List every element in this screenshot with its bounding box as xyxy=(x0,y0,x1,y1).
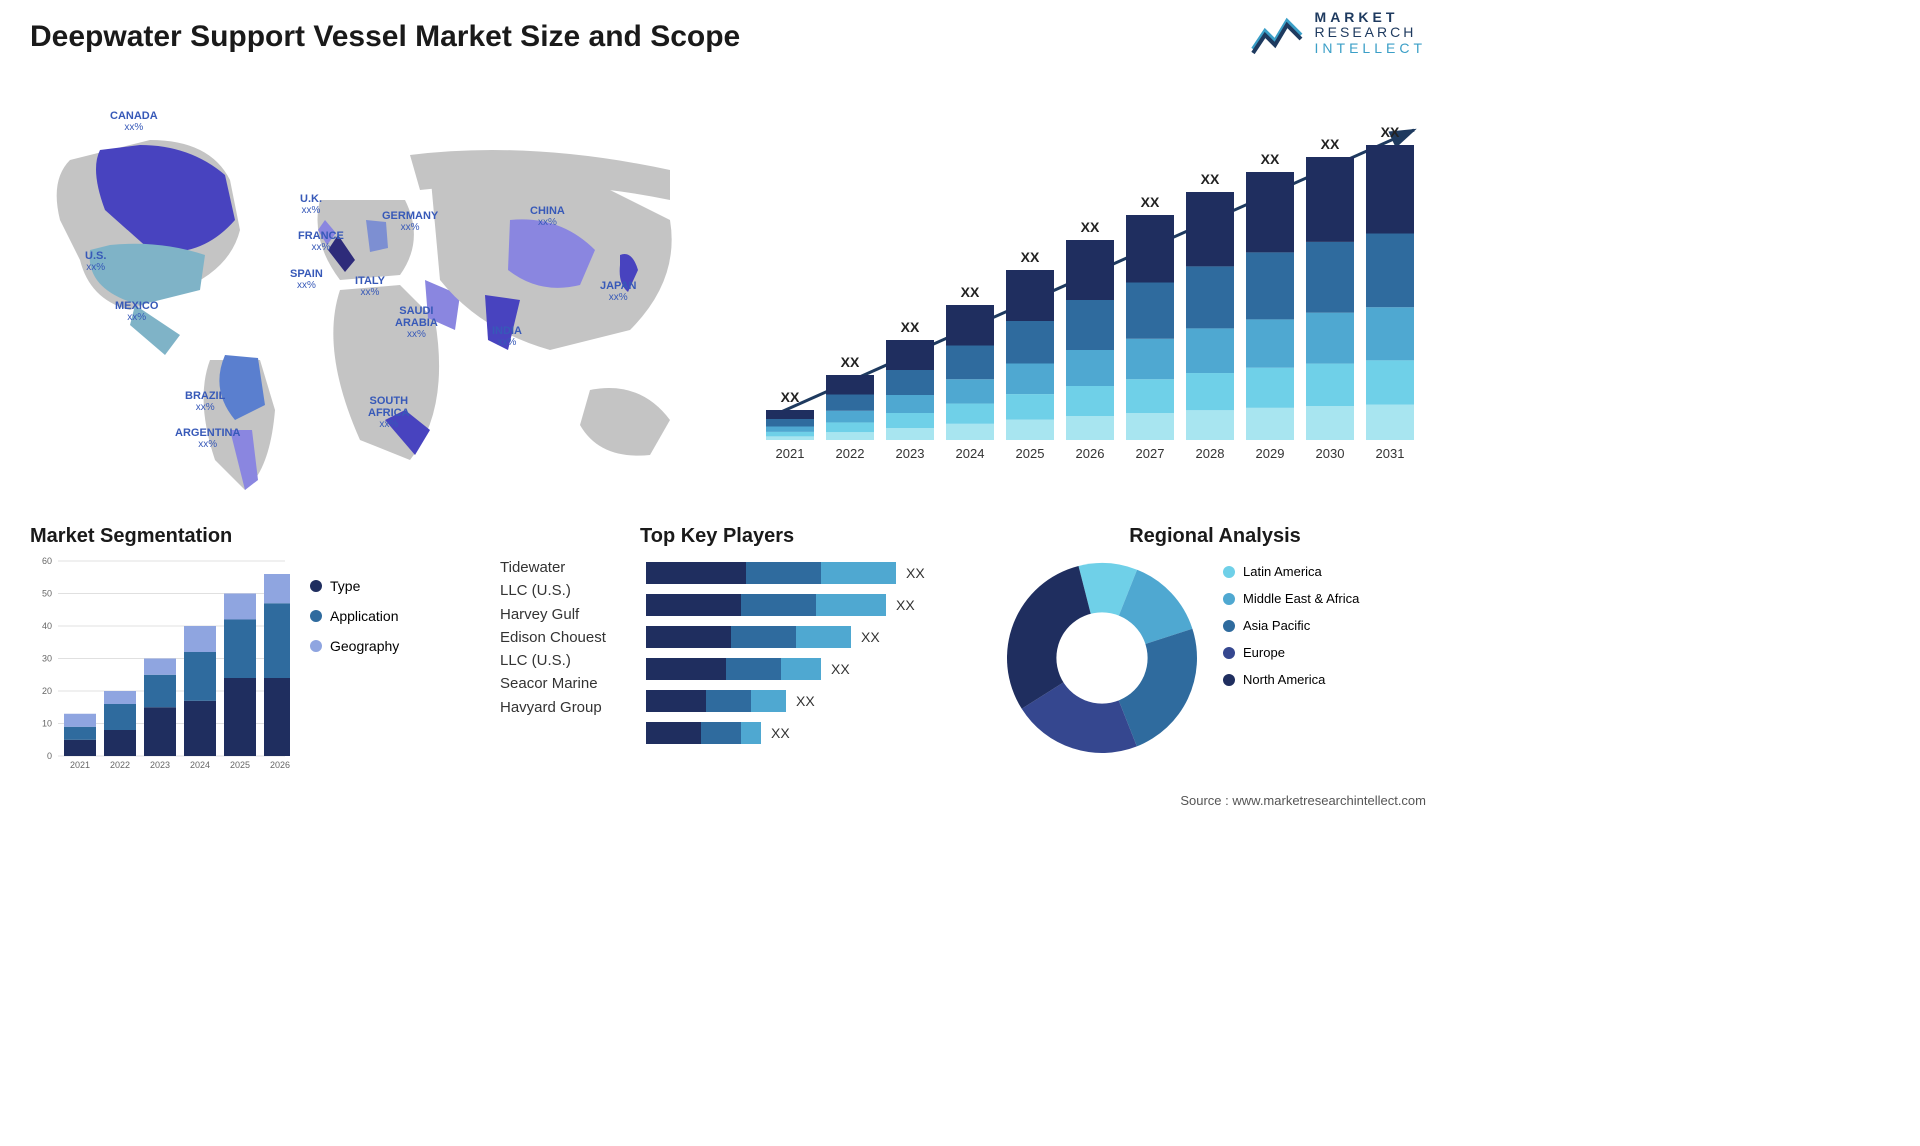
keyplayer-row: XX xyxy=(646,690,980,712)
keyplayers-labels: TidewaterLLC (U.S.)Harvey GulfEdison Cho… xyxy=(500,556,630,744)
map-label: BRAZILxx% xyxy=(185,390,225,413)
legend-item: Geography xyxy=(310,638,399,654)
segmentation-legend: Type Application Geography xyxy=(310,578,399,776)
svg-text:XX: XX xyxy=(1021,249,1040,265)
map-label: SAUDIARABIAxx% xyxy=(395,305,438,340)
svg-text:XX: XX xyxy=(961,284,980,300)
map-label: JAPANxx% xyxy=(600,280,636,303)
svg-text:XX: XX xyxy=(1381,124,1400,140)
svg-text:30: 30 xyxy=(42,654,52,664)
svg-text:2028: 2028 xyxy=(1196,446,1225,461)
svg-text:XX: XX xyxy=(1261,151,1280,167)
map-label: CANADAxx% xyxy=(110,110,158,133)
logo-line3: INTELLECT xyxy=(1315,41,1426,56)
brand-logo: MARKET RESEARCH INTELLECT xyxy=(1251,10,1426,56)
keyplayer-label: Havyard Group xyxy=(500,696,630,719)
svg-text:2022: 2022 xyxy=(110,760,130,770)
svg-text:2021: 2021 xyxy=(70,760,90,770)
logo-line1: MARKET xyxy=(1315,10,1426,25)
growth-chart: XX 2021 XX 2022 XX 2023 XX 2024 XX 2025 XX 2026 XX 20… xyxy=(746,110,1426,470)
svg-text:50: 50 xyxy=(42,589,52,599)
page-title: Deepwater Support Vessel Market Size and… xyxy=(30,20,740,54)
keyplayer-label: Edison Chouest xyxy=(500,626,630,649)
keyplayer-label: LLC (U.S.) xyxy=(500,579,630,602)
logo-line2: RESEARCH xyxy=(1315,25,1426,40)
segmentation-title: Market Segmentation xyxy=(30,525,470,548)
keyplayer-label: Seacor Marine xyxy=(500,672,630,695)
keyplayer-row: XX xyxy=(646,722,980,744)
svg-text:XX: XX xyxy=(841,354,860,370)
map-label: ITALYxx% xyxy=(355,275,385,298)
svg-text:2025: 2025 xyxy=(230,760,250,770)
map-label: MEXICOxx% xyxy=(115,300,158,323)
regional-legend: Latin America Middle East & Africa Asia Pa… xyxy=(1223,564,1359,687)
keyplayers-bars: XX XX XX XX XX XX xyxy=(646,562,980,744)
keyplayer-row: XX xyxy=(646,594,980,616)
map-label: SPAINxx% xyxy=(290,268,323,291)
svg-text:2026: 2026 xyxy=(270,760,290,770)
svg-text:2029: 2029 xyxy=(1256,446,1285,461)
map-label: GERMANYxx% xyxy=(382,210,438,233)
svg-text:10: 10 xyxy=(42,719,52,729)
legend-item: Europe xyxy=(1223,645,1359,660)
segmentation-section: Market Segmentation 0 10 20 30 40 50 60 2021 202… xyxy=(30,525,470,776)
segmentation-chart: 0 10 20 30 40 50 60 2021 2022 2023 2024 2025 2026 xyxy=(30,556,290,776)
svg-text:2030: 2030 xyxy=(1316,446,1345,461)
svg-text:2025: 2025 xyxy=(1016,446,1045,461)
svg-text:60: 60 xyxy=(42,556,52,566)
svg-text:XX: XX xyxy=(901,319,920,335)
svg-text:2031: 2031 xyxy=(1376,446,1405,461)
legend-item: Asia Pacific xyxy=(1223,618,1359,633)
legend-item: Application xyxy=(310,608,399,624)
svg-text:XX: XX xyxy=(1141,194,1160,210)
legend-item: North America xyxy=(1223,672,1359,687)
svg-text:XX: XX xyxy=(1321,136,1340,152)
svg-text:2022: 2022 xyxy=(836,446,865,461)
svg-text:40: 40 xyxy=(42,621,52,631)
legend-item: Type xyxy=(310,578,399,594)
regional-title: Regional Analysis xyxy=(1000,525,1430,548)
map-label: SOUTHAFRICAxx% xyxy=(368,395,410,430)
legend-item: Middle East & Africa xyxy=(1223,591,1359,606)
legend-item: Latin America xyxy=(1223,564,1359,579)
keyplayer-row: XX xyxy=(646,626,980,648)
map-label: CHINAxx% xyxy=(530,205,565,228)
keyplayer-row: XX xyxy=(646,562,980,584)
svg-text:2023: 2023 xyxy=(150,760,170,770)
svg-text:2021: 2021 xyxy=(776,446,805,461)
keyplayer-row: XX xyxy=(646,658,980,680)
world-map: CANADAxx% U.S.xx% MEXICOxx% BRAZILxx% ARGENT… xyxy=(30,100,710,500)
map-label: U.S.xx% xyxy=(85,250,106,273)
map-label: U.K.xx% xyxy=(300,193,322,216)
keyplayers-section: Top Key Players TidewaterLLC (U.S.)Harve… xyxy=(500,525,980,744)
svg-text:2026: 2026 xyxy=(1076,446,1105,461)
source-text: Source : www.marketresearchintellect.com xyxy=(1180,793,1426,808)
keyplayers-title: Top Key Players xyxy=(640,525,980,548)
svg-text:2024: 2024 xyxy=(190,760,210,770)
keyplayer-label: Harvey Gulf xyxy=(500,603,630,626)
svg-text:0: 0 xyxy=(47,751,52,761)
svg-text:20: 20 xyxy=(42,686,52,696)
logo-icon xyxy=(1251,11,1305,55)
svg-text:XX: XX xyxy=(1081,219,1100,235)
svg-text:XX: XX xyxy=(1201,171,1220,187)
svg-text:XX: XX xyxy=(781,389,800,405)
map-label: INDIAxx% xyxy=(492,325,522,348)
svg-text:2027: 2027 xyxy=(1136,446,1165,461)
regional-donut xyxy=(1000,556,1205,761)
svg-text:2024: 2024 xyxy=(956,446,985,461)
map-label: FRANCExx% xyxy=(298,230,344,253)
svg-text:2023: 2023 xyxy=(896,446,925,461)
keyplayer-label: Tidewater xyxy=(500,556,630,579)
regional-section: Regional Analysis Latin America Middle Ea… xyxy=(1000,525,1430,761)
keyplayer-label: LLC (U.S.) xyxy=(500,649,630,672)
map-label: ARGENTINAxx% xyxy=(175,427,240,450)
